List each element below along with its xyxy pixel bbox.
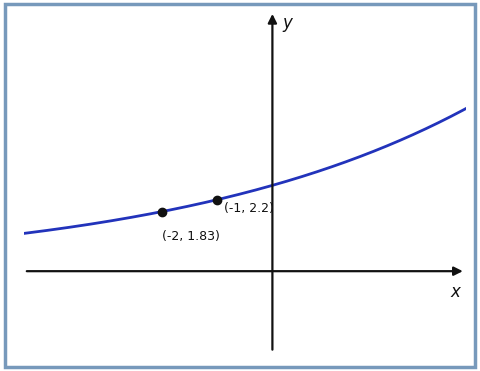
Text: (-2, 1.83): (-2, 1.83) <box>162 230 220 243</box>
Text: x: x <box>450 283 460 301</box>
Text: (-1, 2.2): (-1, 2.2) <box>224 202 274 215</box>
Text: y: y <box>282 14 292 32</box>
